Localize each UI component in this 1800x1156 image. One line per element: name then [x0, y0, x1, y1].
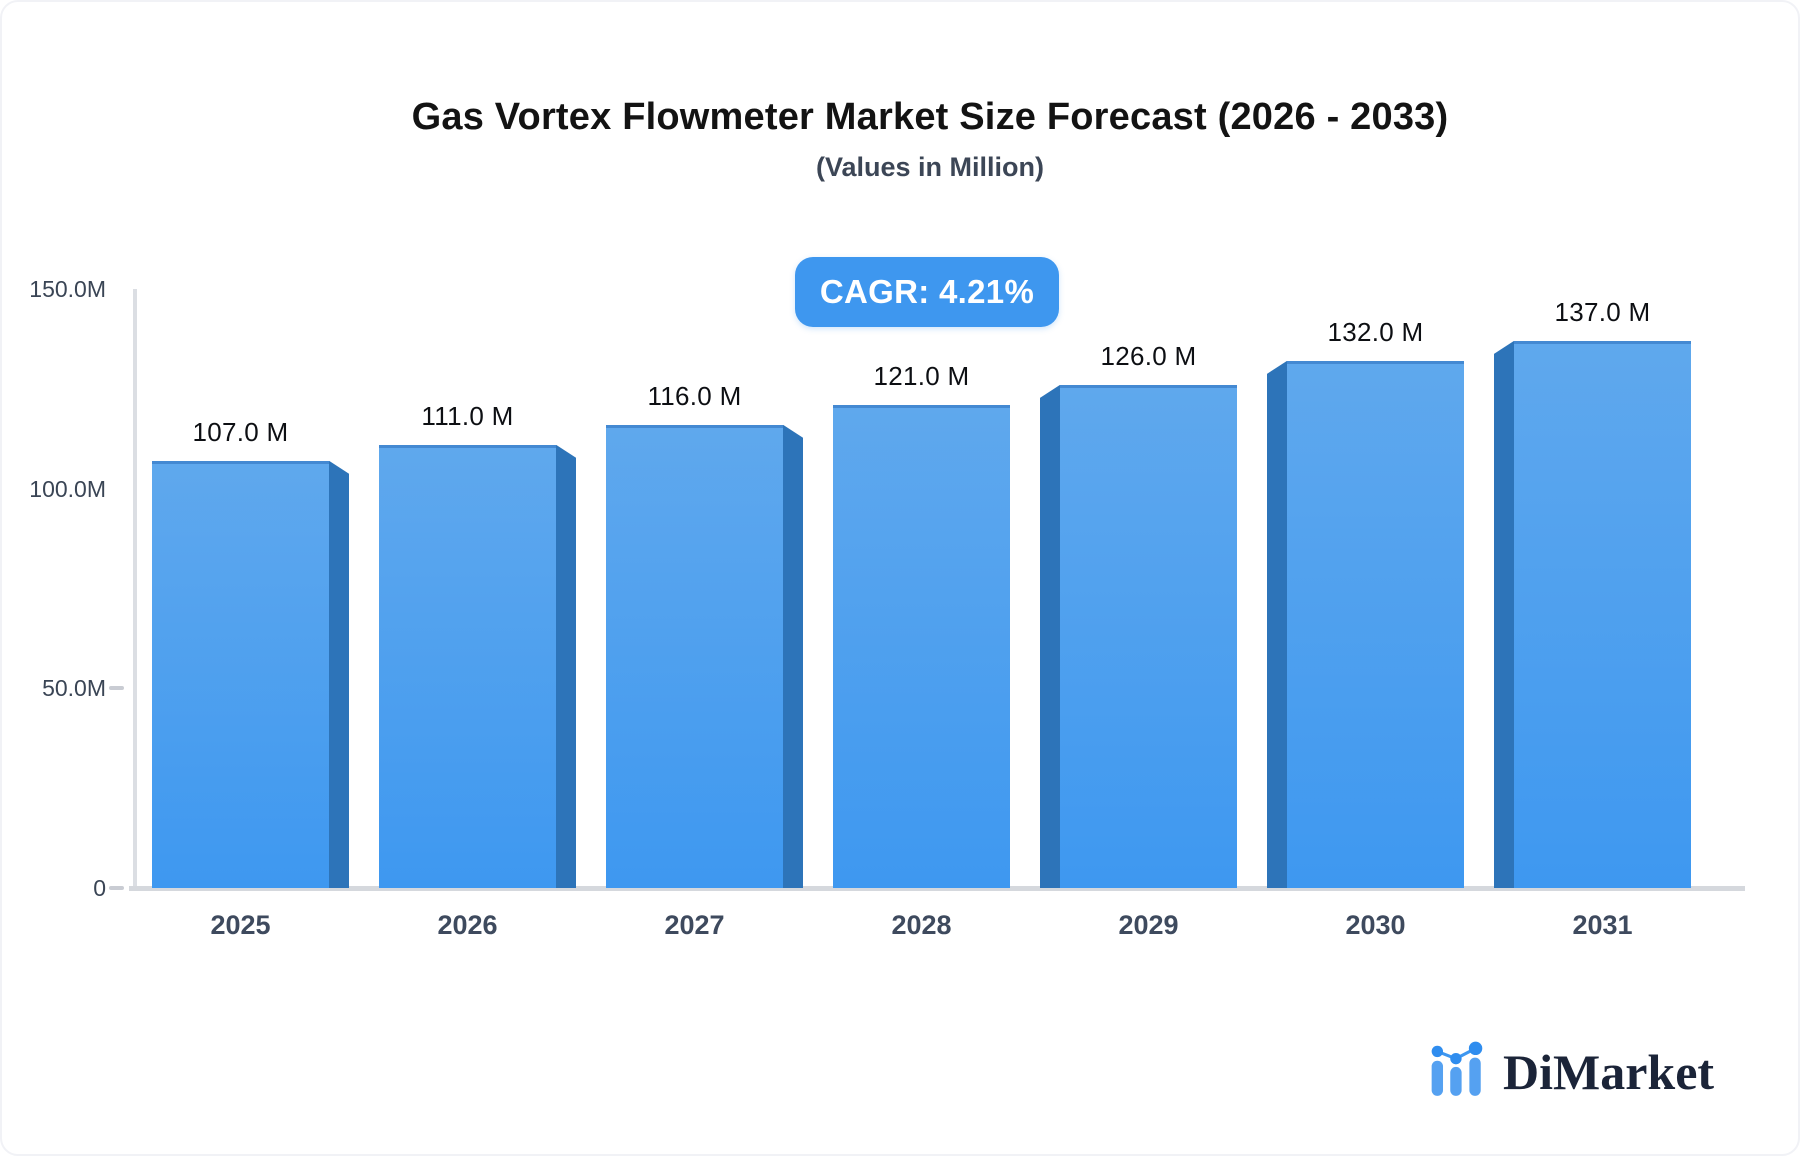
x-axis-line [129, 886, 1745, 891]
bar-3d-side [556, 444, 576, 888]
x-tick-label: 2026 [437, 910, 498, 940]
bar [1287, 360, 1464, 888]
bar [152, 460, 329, 888]
y-tick-mark [109, 686, 124, 691]
x-tick-label: 2027 [664, 910, 725, 940]
cagr-badge-label: CAGR: 4.21% [819, 273, 1035, 310]
logo: DiMarket [1427, 1040, 1714, 1103]
y-tick-label: 0 [93, 875, 106, 901]
y-tick-mark [109, 886, 124, 890]
y-tick-label: 150.0M [29, 276, 106, 302]
bar-3d-side [329, 460, 349, 888]
bar [1514, 340, 1691, 888]
y-axis-line [133, 289, 137, 888]
x-tick-label: 2031 [1572, 910, 1633, 940]
chart-title: Gas Vortex Flowmeter Market Size Forecas… [411, 96, 1449, 138]
bar-3d-side [1494, 340, 1514, 888]
bar [833, 404, 1010, 888]
bar-value-label: 116.0 M [647, 380, 742, 411]
chart-subtitle: (Values in Million) [815, 152, 1045, 182]
y-tick-label: 100.0M [29, 475, 106, 502]
bar-value-label: 137.0 M [1554, 296, 1651, 327]
bar-3d-side [1267, 360, 1287, 888]
x-tick-label: 2030 [1345, 910, 1406, 940]
bar-3d-side [1040, 384, 1060, 888]
cagr-badge: CAGR: 4.21% [795, 257, 1059, 327]
bar [379, 444, 556, 888]
bar [606, 424, 783, 888]
bar-chart-logo-icon [1427, 1040, 1489, 1103]
y-tick-label: 50.0M [42, 675, 106, 702]
x-tick-label: 2028 [891, 910, 952, 940]
x-tick-label: 2025 [210, 910, 271, 940]
x-tick-label: 2029 [1118, 910, 1179, 940]
bar-value-label: 107.0 M [192, 416, 289, 447]
logo-text: DiMarket [1503, 1043, 1715, 1100]
bar-value-label: 132.0 M [1327, 316, 1424, 347]
bar-value-label: 111.0 M [421, 400, 514, 431]
bar-value-label: 126.0 M [1100, 340, 1197, 371]
bar [1060, 384, 1237, 888]
bar-3d-side [783, 424, 803, 888]
bar-value-label: 121.0 M [873, 360, 970, 391]
